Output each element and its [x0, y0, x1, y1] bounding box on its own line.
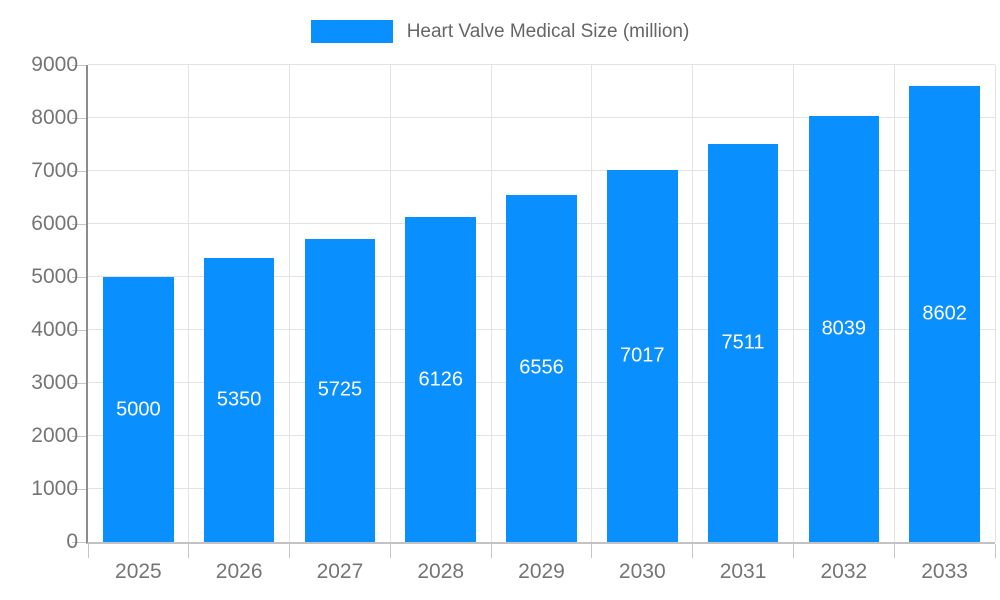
x-tick-mark [389, 544, 391, 558]
x-gridline [591, 65, 593, 542]
bar-value-label: 6126 [418, 368, 463, 391]
bar-value-label: 6556 [519, 356, 564, 379]
y-axis-tick-label: 7000 [31, 159, 78, 182]
x-axis-tick-label: 2030 [618, 560, 666, 583]
y-axis-tick-label: 1000 [31, 477, 78, 500]
legend-swatch [310, 20, 393, 43]
x-gridline [389, 65, 391, 542]
bar[interactable]: 8602 [909, 86, 980, 542]
bar-value-label: 5725 [317, 378, 363, 401]
y-tick-mark [72, 117, 86, 119]
bar[interactable]: 5350 [203, 258, 275, 542]
x-tick-mark [994, 544, 996, 558]
y-axis-tick-label: 2000 [31, 424, 78, 447]
x-axis-tick-label: 2033 [921, 560, 968, 583]
bar[interactable]: 7017 [607, 170, 678, 542]
bar[interactable]: 8039 [808, 115, 880, 542]
bar[interactable]: 5000 [103, 277, 174, 542]
bar-value-label: 7511 [721, 331, 765, 354]
bar[interactable]: 5725 [304, 238, 376, 542]
x-axis-tick-label: 2027 [316, 560, 364, 583]
bar-value-label: 8039 [821, 317, 867, 340]
legend[interactable]: Heart Valve Medical Size (million) [0, 20, 1000, 43]
x-axis-tick-label: 2025 [115, 560, 162, 583]
x-tick-mark [289, 544, 291, 558]
y-gridline [88, 117, 995, 118]
x-gridline [289, 65, 291, 542]
y-axis-tick-label: 4000 [31, 318, 78, 341]
bar-value-label: 5000 [116, 398, 161, 420]
y-tick-mark [72, 170, 86, 172]
y-axis-tick-label: 6000 [31, 211, 78, 235]
x-tick-mark [188, 544, 190, 558]
y-gridline [88, 170, 995, 171]
y-tick-mark [72, 329, 86, 331]
y-gridline [88, 64, 995, 65]
x-axis-tick-label: 2032 [820, 560, 868, 583]
bar[interactable]: 7511 [707, 143, 779, 542]
x-gridline [893, 65, 895, 542]
x-axis-tick-label: 2029 [518, 560, 565, 583]
y-axis-tick-label: 8000 [31, 106, 78, 129]
x-tick-mark [490, 544, 492, 558]
bar[interactable]: 6126 [405, 217, 476, 542]
x-tick-mark [692, 544, 694, 558]
x-tick-mark [893, 544, 895, 558]
y-axis-tick-label: 3000 [31, 370, 78, 394]
y-axis-tick-label: 5000 [31, 265, 78, 288]
x-tick-mark [792, 544, 794, 558]
x-axis-tick-label: 2026 [215, 560, 263, 583]
y-axis-tick-label: 0 [66, 530, 78, 553]
bar-value-label: 7017 [620, 344, 665, 367]
y-axis-tick-label: 9000 [31, 53, 78, 76]
x-axis-tick-label: 2028 [417, 560, 465, 583]
y-tick-mark [72, 223, 86, 225]
x-tick-mark [591, 544, 593, 558]
legend-label: Heart Valve Medical Size (million) [406, 21, 690, 42]
x-gridline [792, 65, 794, 542]
bar-value-label: 5350 [216, 388, 262, 411]
bar[interactable]: 6556 [506, 194, 577, 542]
x-gridline [994, 65, 996, 542]
x-gridline [188, 65, 190, 542]
x-axis-tick-label: 2031 [719, 560, 767, 583]
y-tick-mark [72, 488, 86, 490]
x-tick-mark [87, 544, 89, 558]
y-tick-mark [72, 435, 86, 437]
y-tick-mark [72, 64, 86, 66]
y-tick-mark [72, 276, 86, 278]
y-tick-mark [72, 382, 86, 384]
plot-area: 0 1000 2000 3000 4000 5000 6000 7000 8000 9000 500… [31, 53, 996, 583]
x-gridline [692, 65, 694, 542]
y-tick-mark [72, 541, 86, 543]
bar-value-label: 8602 [922, 302, 967, 325]
x-gridline [490, 65, 492, 542]
